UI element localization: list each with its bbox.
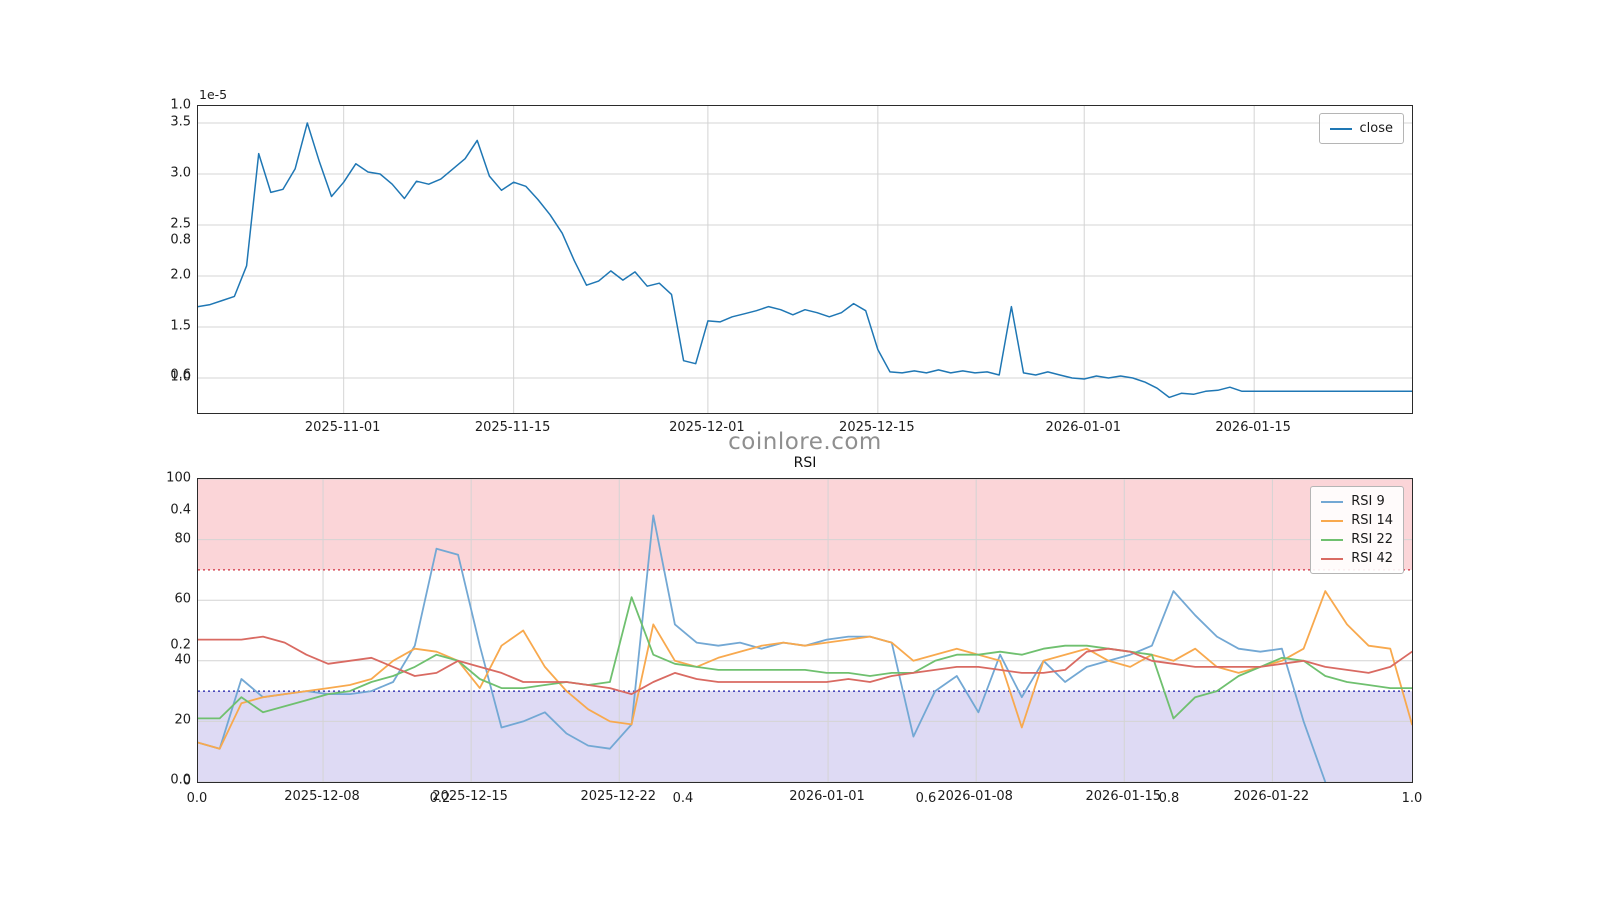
axis-tick-label: 20 [174, 712, 191, 728]
rsi14-line-sample [1321, 519, 1344, 522]
axis-tick-label: 0.2 [429, 791, 451, 806]
axis-tick-label: 2025-12-08 [284, 789, 360, 804]
oversold-band [198, 691, 1412, 782]
axis-tick-label: 2025-12-15 [432, 789, 508, 804]
axis-tick-label: 0.6 [915, 791, 937, 806]
price-chart-svg [198, 106, 1412, 413]
axis-tick-label: 0.8 [170, 232, 191, 248]
legend-label-rsi22: RSI 22 [1351, 532, 1393, 547]
axis-tick-label: 1.0 [170, 97, 191, 113]
series-line-rsi-42 [198, 635, 1412, 696]
axis-tick-label: 100 [166, 470, 191, 486]
legend-label-rsi42: RSI 42 [1351, 551, 1393, 566]
series-line-rsi-14 [198, 590, 1412, 750]
axis-tick-label: 2.0 [170, 267, 191, 283]
legend-entry-rsi22: RSI 22 [1321, 530, 1393, 549]
axis-tick-label: 2026-01-01 [789, 789, 865, 804]
axis-tick-label: 2025-12-22 [580, 789, 657, 804]
axis-tick-label: 0.0 [170, 772, 191, 788]
series-line-close [198, 122, 1412, 399]
axis-tick-label: 2.5 [170, 216, 191, 232]
series-line-rsi-22 [198, 596, 1412, 720]
axis-tick-label: 1.0 [1401, 791, 1423, 806]
axis-tick-label: 1.0 [170, 369, 191, 385]
axis-tick-label: 80 [174, 531, 191, 547]
overbought-band [198, 479, 1412, 570]
rsi-legend: RSI 9 RSI 14 RSI 22 RSI 42 [1310, 486, 1404, 574]
axis-tick-label: 3.0 [170, 165, 191, 181]
axis-tick-label: 0.0 [186, 791, 208, 806]
rsi9-line-sample [1321, 500, 1344, 503]
legend-entry-rsi42: RSI 42 [1321, 549, 1393, 568]
axis-tick-label: 2026-01-15 [1085, 789, 1162, 804]
axis-tick-label: 0.6 [170, 367, 191, 383]
axis-tick-label: 0.4 [672, 791, 694, 806]
close-line-sample [1329, 127, 1352, 130]
legend-entry-rsi9: RSI 9 [1321, 492, 1393, 511]
series-line-rsi-9 [198, 514, 1327, 782]
axis-tick-label: 60 [174, 591, 191, 607]
legend-entry-close: close [1329, 119, 1393, 138]
price-legend: close [1318, 113, 1404, 144]
rsi22-line-sample [1321, 538, 1344, 541]
price-chart-panel: close [197, 105, 1413, 414]
axis-tick-label: 40 [174, 652, 191, 668]
axis-tick-label: 1e-5 [199, 87, 228, 102]
axis-tick-label: 0.2 [170, 637, 191, 653]
axis-tick-label: 2026-01-22 [1233, 789, 1310, 804]
rsi-chart-svg [198, 479, 1412, 782]
axis-tick-label: 0.4 [170, 502, 191, 518]
legend-label-close: close [1359, 121, 1393, 136]
legend-label-rsi14: RSI 14 [1351, 513, 1393, 528]
axis-tick-label: 1.5 [170, 318, 191, 334]
axis-tick-label: 2026-01-08 [937, 789, 1013, 804]
axis-tick-label: 0.8 [1158, 791, 1180, 806]
rsi-chart-panel: RSI 9 RSI 14 RSI 22 RSI 42 [197, 478, 1413, 783]
rsi42-line-sample [1321, 557, 1344, 560]
legend-label-rsi9: RSI 9 [1351, 494, 1385, 509]
watermark: coinlore.com [728, 429, 882, 455]
axis-tick-label: 0 [182, 773, 191, 789]
legend-entry-rsi14: RSI 14 [1321, 511, 1393, 530]
axis-tick-label: 3.5 [170, 114, 191, 130]
rsi-chart-title: RSI [793, 455, 817, 471]
